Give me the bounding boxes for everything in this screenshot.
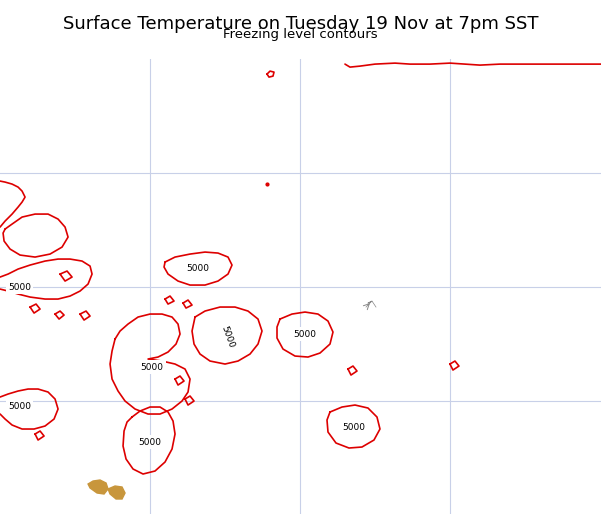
Text: 5000: 5000 xyxy=(8,401,31,411)
Text: 5000: 5000 xyxy=(343,423,365,432)
Text: 5000: 5000 xyxy=(8,283,31,291)
Text: Freezing level contours: Freezing level contours xyxy=(223,28,378,41)
Text: 5000: 5000 xyxy=(293,329,317,339)
Text: 5000: 5000 xyxy=(186,264,210,272)
Text: 5000: 5000 xyxy=(141,362,163,372)
Text: Surface Temperature on Tuesday 19 Nov at 7pm SST: Surface Temperature on Tuesday 19 Nov at… xyxy=(63,15,538,33)
Text: 5000: 5000 xyxy=(220,325,236,350)
Polygon shape xyxy=(88,480,108,494)
Text: 5000: 5000 xyxy=(139,437,162,447)
Polygon shape xyxy=(108,486,125,499)
